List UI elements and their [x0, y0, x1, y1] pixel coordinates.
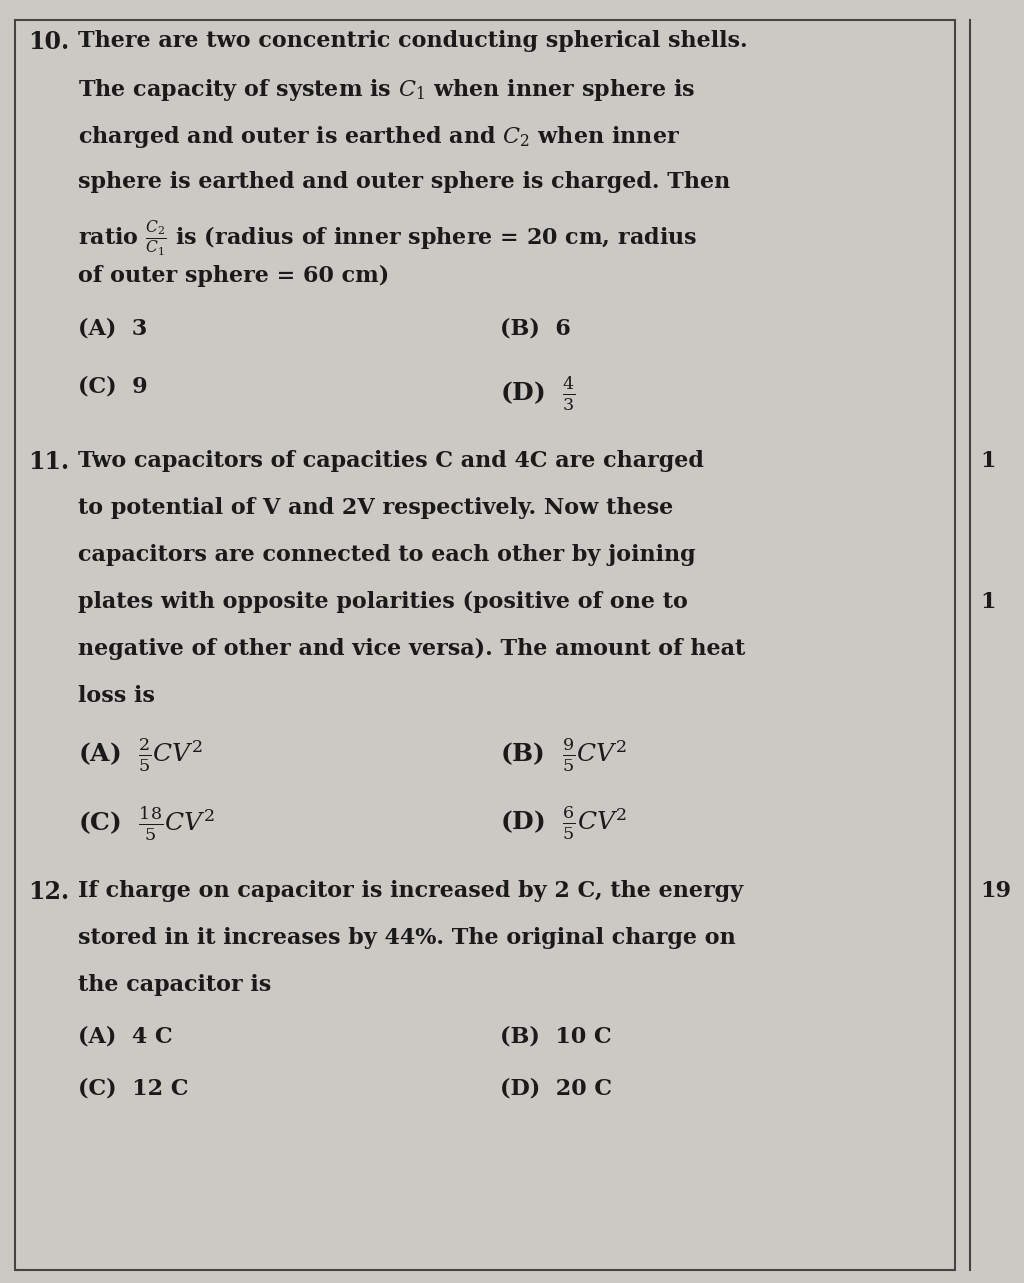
Text: (B)  10 C: (B) 10 C [500, 1026, 611, 1048]
Text: ratio $\frac{C_2}{C_1}$ is (radius of inner sphere = 20 cm, radius: ratio $\frac{C_2}{C_1}$ is (radius of in… [78, 218, 697, 258]
Text: 19: 19 [980, 880, 1011, 902]
Text: The capacity of system is $C_1$ when inner sphere is: The capacity of system is $C_1$ when inn… [78, 77, 695, 103]
Text: (A)  $\frac{2}{5}CV^2$: (A) $\frac{2}{5}CV^2$ [78, 736, 203, 774]
Text: the capacitor is: the capacitor is [78, 974, 271, 996]
Text: stored in it increases by 44%. The original charge on: stored in it increases by 44%. The origi… [78, 928, 736, 949]
Text: (A)  4 C: (A) 4 C [78, 1026, 173, 1048]
Text: (D)  $\frac{4}{3}$: (D) $\frac{4}{3}$ [500, 375, 575, 413]
Text: If charge on capacitor is increased by 2 C, the energy: If charge on capacitor is increased by 2… [78, 880, 743, 902]
Text: (C)  9: (C) 9 [78, 375, 147, 396]
Text: charged and outer is earthed and $C_2$ when inner: charged and outer is earthed and $C_2$ w… [78, 124, 680, 150]
Text: (C)  $\frac{18}{5}CV^2$: (C) $\frac{18}{5}CV^2$ [78, 804, 215, 843]
Text: sphere is earthed and outer sphere is charged. Then: sphere is earthed and outer sphere is ch… [78, 171, 730, 192]
Text: (B)  $\frac{9}{5}CV^2$: (B) $\frac{9}{5}CV^2$ [500, 736, 627, 774]
Text: of outer sphere = 60 cm): of outer sphere = 60 cm) [78, 266, 389, 287]
Text: loss is: loss is [78, 685, 155, 707]
Text: (A)  3: (A) 3 [78, 317, 147, 339]
Text: 10.: 10. [28, 30, 70, 54]
Text: (D)  20 C: (D) 20 C [500, 1078, 612, 1100]
Text: (D)  $\frac{6}{5}CV^2$: (D) $\frac{6}{5}CV^2$ [500, 804, 628, 842]
Text: negative of other and vice versa). The amount of heat: negative of other and vice versa). The a… [78, 638, 745, 659]
Text: 1: 1 [980, 591, 995, 613]
Text: 11.: 11. [28, 450, 70, 473]
Text: capacitors are connected to each other by joining: capacitors are connected to each other b… [78, 544, 695, 566]
Text: Two capacitors of capacities C and 4C are charged: Two capacitors of capacities C and 4C ar… [78, 450, 703, 472]
Text: (B)  6: (B) 6 [500, 317, 570, 339]
Text: plates with opposite polarities (positive of one to: plates with opposite polarities (positiv… [78, 591, 688, 613]
Text: 1: 1 [980, 450, 995, 472]
Text: (C)  12 C: (C) 12 C [78, 1078, 188, 1100]
Text: 12.: 12. [28, 880, 70, 905]
Text: to potential of V and 2V respectively. Now these: to potential of V and 2V respectively. N… [78, 497, 673, 520]
Text: There are two concentric conducting spherical shells.: There are two concentric conducting sphe… [78, 30, 748, 53]
